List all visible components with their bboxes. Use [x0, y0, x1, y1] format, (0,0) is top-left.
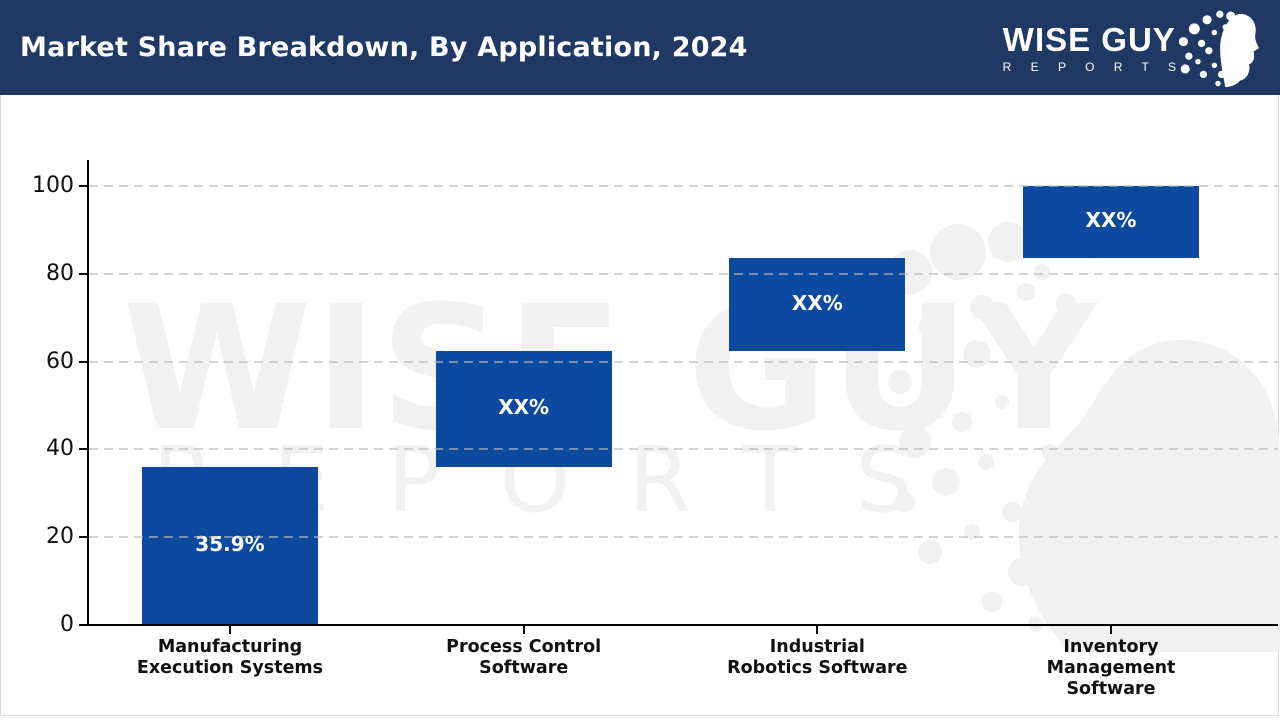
y-tick-mark	[79, 272, 87, 275]
x-category-line: Software	[1066, 679, 1156, 699]
y-tick-label: 100	[32, 173, 74, 198]
brand-logo: WISE GUY R E P O R T S	[995, 6, 1266, 90]
x-tick-mark	[229, 626, 231, 634]
bar-segment: XX%	[1023, 186, 1199, 259]
x-tick-mark	[1110, 626, 1112, 634]
x-tick-mark	[522, 626, 525, 634]
y-axis-line	[87, 160, 89, 626]
x-category-line: Robotics Software	[727, 658, 908, 678]
gridline-80	[89, 272, 1278, 275]
bar-segment: XX%	[435, 350, 612, 468]
y-tick-label: 60	[46, 348, 74, 374]
x-category-line: Execution Systems	[136, 658, 324, 678]
x-category-label: Manufacturing Execution Systems	[80, 637, 380, 679]
y-tick-mark	[79, 448, 87, 451]
bar-value-label: XX%	[1085, 208, 1137, 233]
y-tick-label: 80	[46, 260, 74, 286]
y-tick-label: 0	[60, 612, 74, 637]
x-category-line: Manufacturing	[157, 637, 303, 657]
wiseguy-face-icon	[1178, 10, 1259, 87]
bar-value-label: XX%	[498, 395, 550, 419]
header-bar: Market Share Breakdown, By Application, …	[0, 0, 1280, 95]
bar-segment: 35.9%	[142, 467, 318, 625]
x-category-line: Inventory	[1063, 637, 1159, 657]
chart-title: Market Share Breakdown, By Application, …	[20, 32, 748, 63]
gridline-20	[89, 536, 1278, 539]
gridline-40	[89, 448, 1278, 451]
x-category-label: Industrial Robotics Software	[667, 637, 967, 679]
gridline-100	[89, 185, 1278, 187]
x-tick-mark	[816, 626, 819, 634]
y-tick-mark	[79, 185, 87, 187]
x-axis-line	[87, 624, 1278, 626]
y-tick-label: 40	[46, 436, 74, 462]
x-category-line: Software	[479, 658, 569, 678]
x-category-label: Inventory Management Software	[961, 637, 1261, 700]
bar-value-label: XX%	[791, 290, 843, 315]
x-category-line: Process Control	[446, 637, 602, 657]
brand-subname: R E P O R T S	[1002, 59, 1184, 74]
x-category-label: Process Control Software	[374, 637, 674, 679]
x-category-line: Industrial	[769, 637, 865, 657]
y-tick-label: 20	[46, 524, 74, 550]
brand-name: WISE GUY	[1002, 20, 1176, 58]
y-tick-mark	[79, 536, 87, 539]
y-tick-mark	[79, 360, 87, 363]
x-category-line: Management	[1046, 658, 1176, 678]
y-tick-mark	[79, 624, 87, 626]
gridline-60	[89, 360, 1278, 363]
